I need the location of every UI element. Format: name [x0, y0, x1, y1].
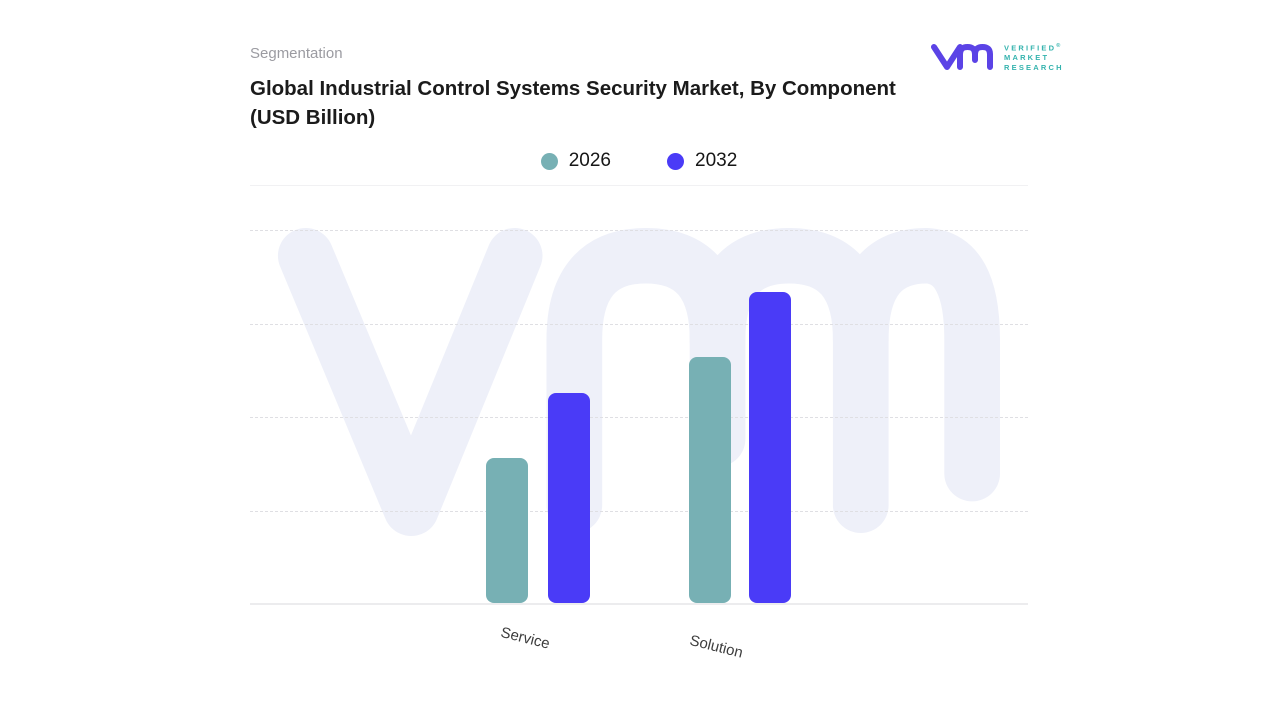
vmr-logo-mark-icon — [931, 44, 993, 70]
chart-title: Global Industrial Control Systems Securi… — [250, 77, 896, 129]
vmr-logo-text: VERIFIED® MARKET RESEARCH — [1004, 42, 1064, 72]
legend-label-2032: 2032 — [695, 150, 738, 171]
bar-service-2032[interactable] — [548, 393, 590, 603]
bar-service-2026[interactable] — [486, 458, 528, 603]
bar-solution-2026[interactable] — [689, 357, 731, 603]
gridline — [250, 417, 1028, 418]
legend-dot-2026 — [540, 152, 558, 170]
vmr-watermark-icon — [277, 227, 1000, 537]
legend-label-2026: 2026 — [568, 150, 611, 171]
legend-item-2026[interactable]: 2026 — [540, 150, 611, 172]
legend-item-2032[interactable]: 2032 — [667, 150, 737, 172]
logo-line-research: RESEARCH — [1004, 62, 1064, 72]
legend-dot-2032 — [667, 152, 684, 170]
section-label: Segmentation — [250, 45, 343, 62]
x-tick-label-service: Service — [498, 624, 552, 653]
gridline — [250, 230, 1028, 231]
legend: 2026 2032 — [250, 146, 1028, 176]
registered-mark: ® — [1056, 43, 1061, 49]
vmr-logo: VERIFIED® MARKET RESEARCH — [930, 42, 1064, 72]
bar-solution-2032[interactable] — [749, 292, 791, 603]
x-tick-label-solution: Solution — [687, 632, 745, 662]
gridline — [250, 323, 1028, 325]
logo-line-verified: VERIFIED® — [1004, 43, 1061, 53]
x-axis-line — [250, 603, 1028, 605]
gridline — [250, 510, 1028, 512]
chart-area: Service Solution — [250, 185, 1028, 662]
logo-line-market: MARKET — [1004, 53, 1050, 62]
